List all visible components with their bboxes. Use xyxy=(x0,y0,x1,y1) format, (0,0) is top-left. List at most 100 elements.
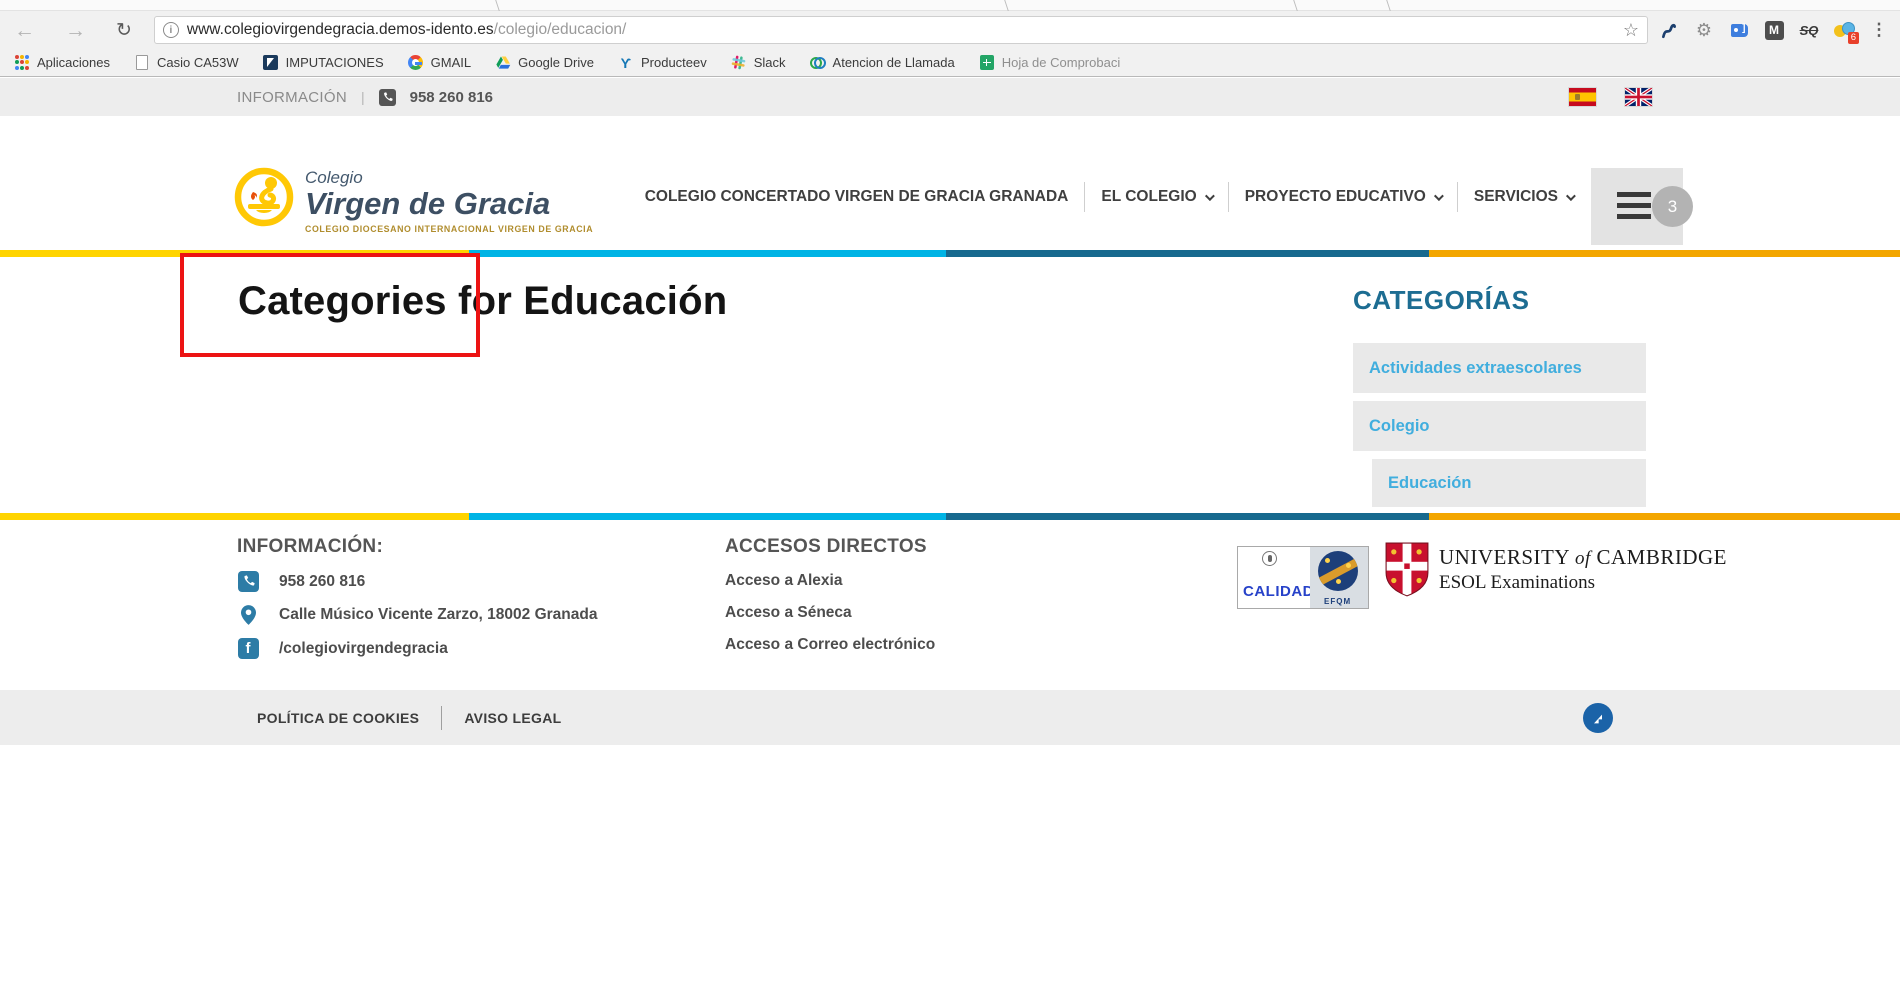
url-domain: www.colegiovirgendegracia.demos-idento.e… xyxy=(186,21,494,38)
producteev-icon: Ƴ xyxy=(620,54,632,71)
bookmarks-bar: Aplicaciones Casio CA53W IMPUTACIONES GM… xyxy=(0,48,1900,77)
link-acceso-alexia[interactable]: Acceso a Alexia xyxy=(725,572,843,589)
bookmark-item-atencion[interactable]: Atencion de Llamada xyxy=(809,55,955,71)
link-acceso-correo[interactable]: Acceso a Correo electrónico xyxy=(725,636,936,653)
main-navigation: COLEGIO CONCERTADO VIRGEN DE GRACIA GRAN… xyxy=(629,182,1589,212)
bookmark-item-producteev[interactable]: Ƴ Producteev xyxy=(618,55,707,71)
rings-icon xyxy=(809,55,826,71)
header-phone-number[interactable]: 958 260 816 xyxy=(409,88,494,106)
nav-label: EL COLEGIO xyxy=(1101,188,1197,205)
extension-badge: 6 xyxy=(1847,32,1859,44)
tab-edge xyxy=(1004,0,1009,11)
legal-notice-link[interactable]: AVISO LEGAL xyxy=(464,709,562,726)
page-title: Categories for Educación xyxy=(238,279,728,323)
link-acceso-seneca[interactable]: Acceso a Séneca xyxy=(725,604,852,621)
cambridge-word3: CAMBRIDGE xyxy=(1596,545,1728,569)
bookmark-label: Casio CA53W xyxy=(157,55,239,70)
gear-icon[interactable]: ⚙ xyxy=(1695,19,1713,40)
browser-toolbar: ← → ↻ i www.colegiovirgendegracia.demos-… xyxy=(0,12,1900,48)
nav-label: PROYECTO EDUCATIVO xyxy=(1244,188,1426,205)
cambridge-word1: UNIVERSITY xyxy=(1439,545,1570,569)
bottom-color-border xyxy=(0,513,1900,520)
url-bar[interactable]: i www.colegiovirgendegracia.demos-idento… xyxy=(153,16,1648,44)
footer-address: Calle Músico Vicente Zarzo, 18002 Granad… xyxy=(279,606,598,623)
bookmark-item-gmail[interactable]: GMAIL xyxy=(408,55,471,71)
legal-bar: POLÍTICA DE COOKIES AVISO LEGAL xyxy=(0,690,1900,745)
calidad-efqm-logo: CALIDAD EFQM xyxy=(1237,546,1369,609)
calidad-emblem-icon xyxy=(1262,551,1277,566)
chevron-down-icon xyxy=(1433,190,1444,201)
url-path: /colegio/educacion/ xyxy=(493,21,627,38)
category-link-actividades[interactable]: Actividades extraescolares xyxy=(1353,343,1646,393)
bird-icon xyxy=(1594,714,1602,724)
category-link-educacion[interactable]: Educación xyxy=(1372,459,1646,507)
tab-edge xyxy=(495,0,500,11)
nav-item-proyecto-educativo[interactable]: PROYECTO EDUCATIVO xyxy=(1227,182,1457,212)
footer-links-column: ACCESOS DIRECTOS Acceso a Alexia Acceso … xyxy=(725,536,935,654)
google-g-icon xyxy=(408,55,424,71)
tab-edge xyxy=(1293,0,1298,11)
tab-edge xyxy=(1386,0,1391,11)
lightbulbs-extension-icon[interactable]: 6 xyxy=(1833,19,1859,44)
footer-phone-number[interactable]: 958 260 816 xyxy=(279,572,366,590)
annotation-red-box xyxy=(180,253,480,357)
cookies-policy-link[interactable]: POLÍTICA DE COOKIES xyxy=(257,709,420,726)
nav-label: COLEGIO CONCERTADO VIRGEN DE GRACIA GRAN… xyxy=(644,188,1069,205)
site-logo[interactable]: Colegio Virgen de Gracia COLEGIO DIOCESA… xyxy=(233,166,593,234)
categories-heading: CATEGORÍAS xyxy=(1353,285,1530,315)
forward-button[interactable]: → xyxy=(65,18,86,42)
footer-facebook-handle[interactable]: /colegiovirgendegracia xyxy=(279,639,448,657)
spreadsheet-icon xyxy=(979,55,995,71)
site-info-bar: INFORMACIÓN | 958 260 816 xyxy=(0,78,1900,116)
bookmark-item-drive[interactable]: Google Drive xyxy=(495,55,594,71)
bookmark-label: Google Drive xyxy=(518,55,594,70)
bookmark-item-slack[interactable]: Slack xyxy=(731,55,786,71)
footer-info-column: INFORMACIÓN: 958 260 816 Calle Músico Vi… xyxy=(237,536,597,659)
apps-grid-icon xyxy=(14,54,30,71)
divider xyxy=(441,705,443,730)
page-icon xyxy=(134,55,150,71)
category-label: Educación xyxy=(1388,473,1472,492)
nav-item-home[interactable]: COLEGIO CONCERTADO VIRGEN DE GRACIA GRAN… xyxy=(629,182,1085,212)
tab-strip[interactable] xyxy=(0,0,1900,11)
bookmark-star-icon[interactable]: ☆ xyxy=(1622,19,1639,40)
category-link-colegio[interactable]: Colegio xyxy=(1353,401,1646,451)
logo-tagline: COLEGIO DIOCESANO INTERNACIONAL VIRGEN D… xyxy=(305,223,594,234)
chevron-down-icon xyxy=(1204,190,1215,201)
calidad-label: CALIDAD xyxy=(1243,583,1314,600)
facebook-icon: f xyxy=(237,638,259,659)
bookmark-label: GMAIL xyxy=(430,55,472,70)
monosnap-extension-icon[interactable]: M xyxy=(1763,19,1785,41)
nav-label: SERVICIOS xyxy=(1473,188,1558,205)
category-label: Colegio xyxy=(1369,416,1430,435)
bookmark-item-aplicaciones[interactable]: Aplicaciones xyxy=(14,54,110,71)
browser-menu-icon[interactable]: ⋮ xyxy=(1870,20,1888,39)
page-info-icon[interactable]: i xyxy=(162,22,179,38)
efqm-circle-icon xyxy=(1318,551,1358,591)
logo-line1: Colegio xyxy=(305,168,363,187)
spanish-flag-icon[interactable] xyxy=(1569,88,1596,106)
site-footer: INFORMACIÓN: 958 260 816 Calle Músico Vi… xyxy=(0,520,1900,690)
bookmark-label: Slack xyxy=(753,55,786,70)
uk-flag-icon[interactable] xyxy=(1624,86,1653,108)
bookmark-item-imputaciones[interactable]: IMPUTACIONES xyxy=(263,55,384,71)
sq-extension-icon[interactable]: SQ xyxy=(1799,22,1819,38)
bookmark-label: Hoja de Comprobaci xyxy=(1001,55,1121,70)
site-header: Colegio Virgen de Gracia COLEGIO DIOCESA… xyxy=(0,116,1900,250)
cambridge-line2: ESOL Examinations xyxy=(1439,572,1596,593)
menu-count-badge: 3 xyxy=(1652,186,1693,227)
bookmark-item-casio[interactable]: Casio CA53W xyxy=(134,55,239,71)
info-label: INFORMACIÓN xyxy=(237,88,347,106)
browser-chrome: ← → ↻ i www.colegiovirgendegracia.demos-… xyxy=(0,0,1900,77)
nav-item-el-colegio[interactable]: EL COLEGIO xyxy=(1084,182,1227,212)
idento-logo-button[interactable] xyxy=(1583,703,1613,733)
hamburger-icon xyxy=(1617,192,1651,197)
tag-extension-icon[interactable] xyxy=(1728,19,1750,41)
reload-button[interactable]: ↻ xyxy=(116,19,132,41)
bookmark-item-hoja[interactable]: Hoja de Comprobaci xyxy=(979,55,1121,71)
nav-item-servicios[interactable]: SERVICIOS xyxy=(1456,182,1589,212)
script-extension-icon[interactable] xyxy=(1658,19,1680,41)
back-button[interactable]: ← xyxy=(14,18,35,42)
drive-icon xyxy=(495,55,511,71)
